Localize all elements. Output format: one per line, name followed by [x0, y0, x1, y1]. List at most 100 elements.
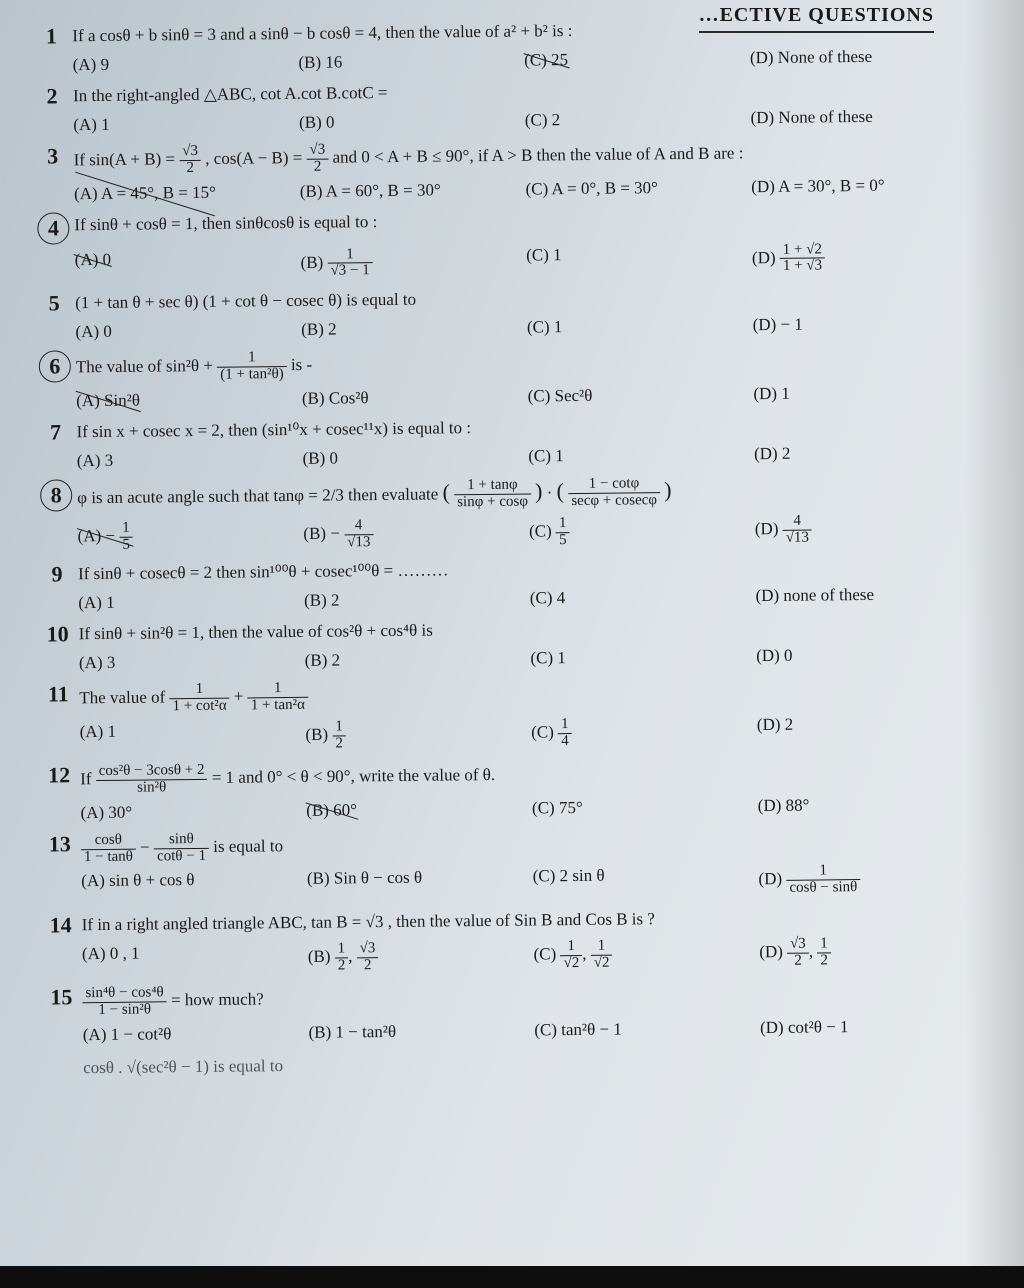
q2-options: (A) 1 (B) 0 (C) 2 (D) None of these: [71, 104, 995, 138]
opt: (D) A = 30°, B = 0°: [749, 172, 975, 198]
opt: (B) 12, √32: [306, 937, 532, 976]
qtext: If sinθ + sin²θ = 1, then the value of c…: [79, 614, 1001, 647]
q11-options: (A) 1 (B) 12 (C) 14 (D) 2: [78, 710, 1002, 756]
question-12: 12 If cos²θ − 3cosθ + 2sin²θ = 1 and 0° …: [38, 755, 1002, 798]
qnum: 14: [40, 912, 82, 938]
opt: (D) None of these: [748, 104, 974, 130]
q10-options: (A) 3 (B) 2 (C) 1 (D) 0: [77, 642, 1001, 676]
frac: √32: [787, 936, 809, 969]
frac: √32: [357, 941, 379, 974]
question-8: 8 φ is an acute angle such that tanφ = 2…: [35, 471, 999, 515]
opt: (A) 9: [71, 51, 297, 77]
t: The value of: [79, 688, 169, 708]
frac: 12: [335, 941, 349, 974]
qnum: 4: [32, 212, 74, 244]
frac: sinθcotθ − 1: [154, 832, 209, 865]
question-3: 3 If sin(A + B) = √32 , cos(A − B) = √32…: [32, 136, 996, 179]
q12-options: (A) 30° (B) 60° (C) 75° (D) 88°: [78, 791, 1002, 825]
label: (D): [755, 519, 783, 538]
opt: (A) − 15: [75, 517, 301, 556]
q6-options: (A) Sin²θ (B) Cos²θ (C) Sec²θ (D) 1: [74, 379, 998, 413]
frac: 4√13: [783, 513, 813, 546]
q7-options: (A) 3 (B) 0 (C) 1 (D) 2: [75, 439, 999, 473]
t: The value of sin²θ +: [76, 356, 218, 376]
opt: (A) 0 , 1: [80, 940, 306, 979]
opt: (D) None of these: [748, 44, 974, 70]
opt: (C) 1√2, 1√2: [531, 935, 757, 974]
frac: 1√3 − 1: [327, 247, 373, 280]
opt: (A) 1: [76, 589, 302, 615]
opt: (C) tan²θ − 1: [532, 1016, 758, 1042]
opt: (C) 4: [528, 584, 754, 610]
frac: √32: [306, 143, 328, 176]
qnum: 3: [32, 143, 74, 169]
opt: (C) 75°: [530, 794, 756, 820]
t: φ is an acute angle such that tanφ = 2/3…: [77, 484, 442, 507]
opt: (B) 0: [300, 444, 526, 470]
opt: (C) 1: [525, 313, 751, 339]
label: (D): [759, 942, 787, 961]
opt: (B) 1√3 − 1: [298, 243, 524, 282]
opt: (C) 15: [527, 512, 753, 551]
t: −: [140, 837, 154, 856]
frac: sin⁴θ − cos⁴θ1 − sin²θ: [82, 986, 167, 1019]
opt: (A) 0: [73, 245, 299, 284]
frac: 1cosθ − sinθ: [786, 863, 860, 896]
opt: (A) 1 − cot²θ: [81, 1021, 307, 1047]
qtext: sin⁴θ − cos⁴θ1 − sin²θ = how much?: [82, 977, 1004, 1019]
opt: (D) 4√13: [753, 510, 979, 549]
marked-opt: (A) A = 45°, B = 15°: [74, 182, 216, 203]
opt: (B) 16: [296, 49, 522, 75]
qtext: If sin(A + B) = √32 , cos(A − B) = √32 a…: [74, 136, 996, 178]
q8-options: (A) − 15 (B) − 4√13 (C) 15 (D) 4√13: [75, 509, 999, 555]
question-list: 1 If a cosθ + b sinθ = 3 and a sinθ − b …: [0, 0, 1024, 1093]
label: (D): [758, 869, 786, 888]
opt: (D) 1 + √21 + √3: [750, 238, 976, 277]
qnum: 2: [31, 83, 73, 109]
q9-options: (A) 1 (B) 2 (C) 4 (D) none of these: [76, 582, 1000, 616]
opt: (B) 2: [303, 647, 529, 673]
frac: 15: [119, 520, 133, 553]
opt: (D) − 1: [751, 311, 977, 337]
opt: (B) 60°: [304, 796, 530, 822]
bottom-crop: [0, 1266, 1024, 1288]
opt: (B) 2: [302, 587, 528, 613]
opt: (B) 0: [297, 109, 523, 135]
frac: 1 + √21 + √3: [780, 242, 826, 275]
qtext: If a cosθ + b sinθ = 3 and a sinθ − b co…: [72, 16, 994, 49]
opt: (A) 30°: [78, 799, 304, 825]
opt: (D) none of these: [753, 582, 979, 608]
opt: (B) A = 60°, B = 30°: [298, 177, 524, 203]
opt: (C) 1: [524, 241, 750, 280]
qtext: The value of 11 + cot²α + 11 + tan²α: [79, 674, 1001, 716]
frac: 1√2: [560, 939, 582, 972]
qnum: 15: [40, 985, 82, 1011]
label: (C): [529, 521, 556, 540]
opt: (C) 2: [523, 106, 749, 132]
q15-options: (A) 1 − cot²θ (B) 1 − tan²θ (C) tan²θ − …: [81, 1013, 1005, 1047]
qtext: If sinθ + cosθ = 1, then sinθcosθ is equ…: [74, 204, 996, 237]
qtext: If sinθ + cosecθ = 2 then sin¹⁰⁰θ + cose…: [78, 554, 1000, 587]
opt: (C) 25: [522, 46, 748, 72]
label: (D): [752, 248, 780, 267]
marked-opt: (A) − 15: [77, 520, 133, 553]
frac: 12: [332, 719, 346, 752]
q13-options: (A) sin θ + cos θ (B) Sin θ − cos θ (C) …: [79, 860, 1003, 906]
t: If sin(A + B) =: [74, 149, 180, 169]
frac: 1√2: [591, 938, 613, 971]
t: +: [234, 687, 248, 706]
frac: √32: [179, 144, 201, 177]
qnum: 6: [34, 350, 76, 382]
question-15: 15 sin⁴θ − cos⁴θ1 − sin²θ = how much?: [40, 977, 1004, 1020]
q1-options: (A) 9 (B) 16 (C) 25 (D) None of these: [71, 44, 995, 78]
t: = how much?: [171, 990, 264, 1010]
frac: cosθ1 − tanθ: [81, 832, 136, 865]
marked-opt: (C) 25: [524, 50, 568, 70]
q14-options: (A) 0 , 1 (B) 12, √32 (C) 1√2, 1√2 (D) √…: [80, 932, 1004, 978]
t: and 0 < A + B ≤ 90°, if A > B then the v…: [332, 143, 743, 166]
opt: (C) 1: [528, 644, 754, 670]
t: If: [80, 770, 96, 789]
label: (B) −: [303, 523, 340, 542]
frac: 1(1 + tan²θ): [217, 350, 287, 383]
opt: (D) 88°: [756, 792, 982, 818]
